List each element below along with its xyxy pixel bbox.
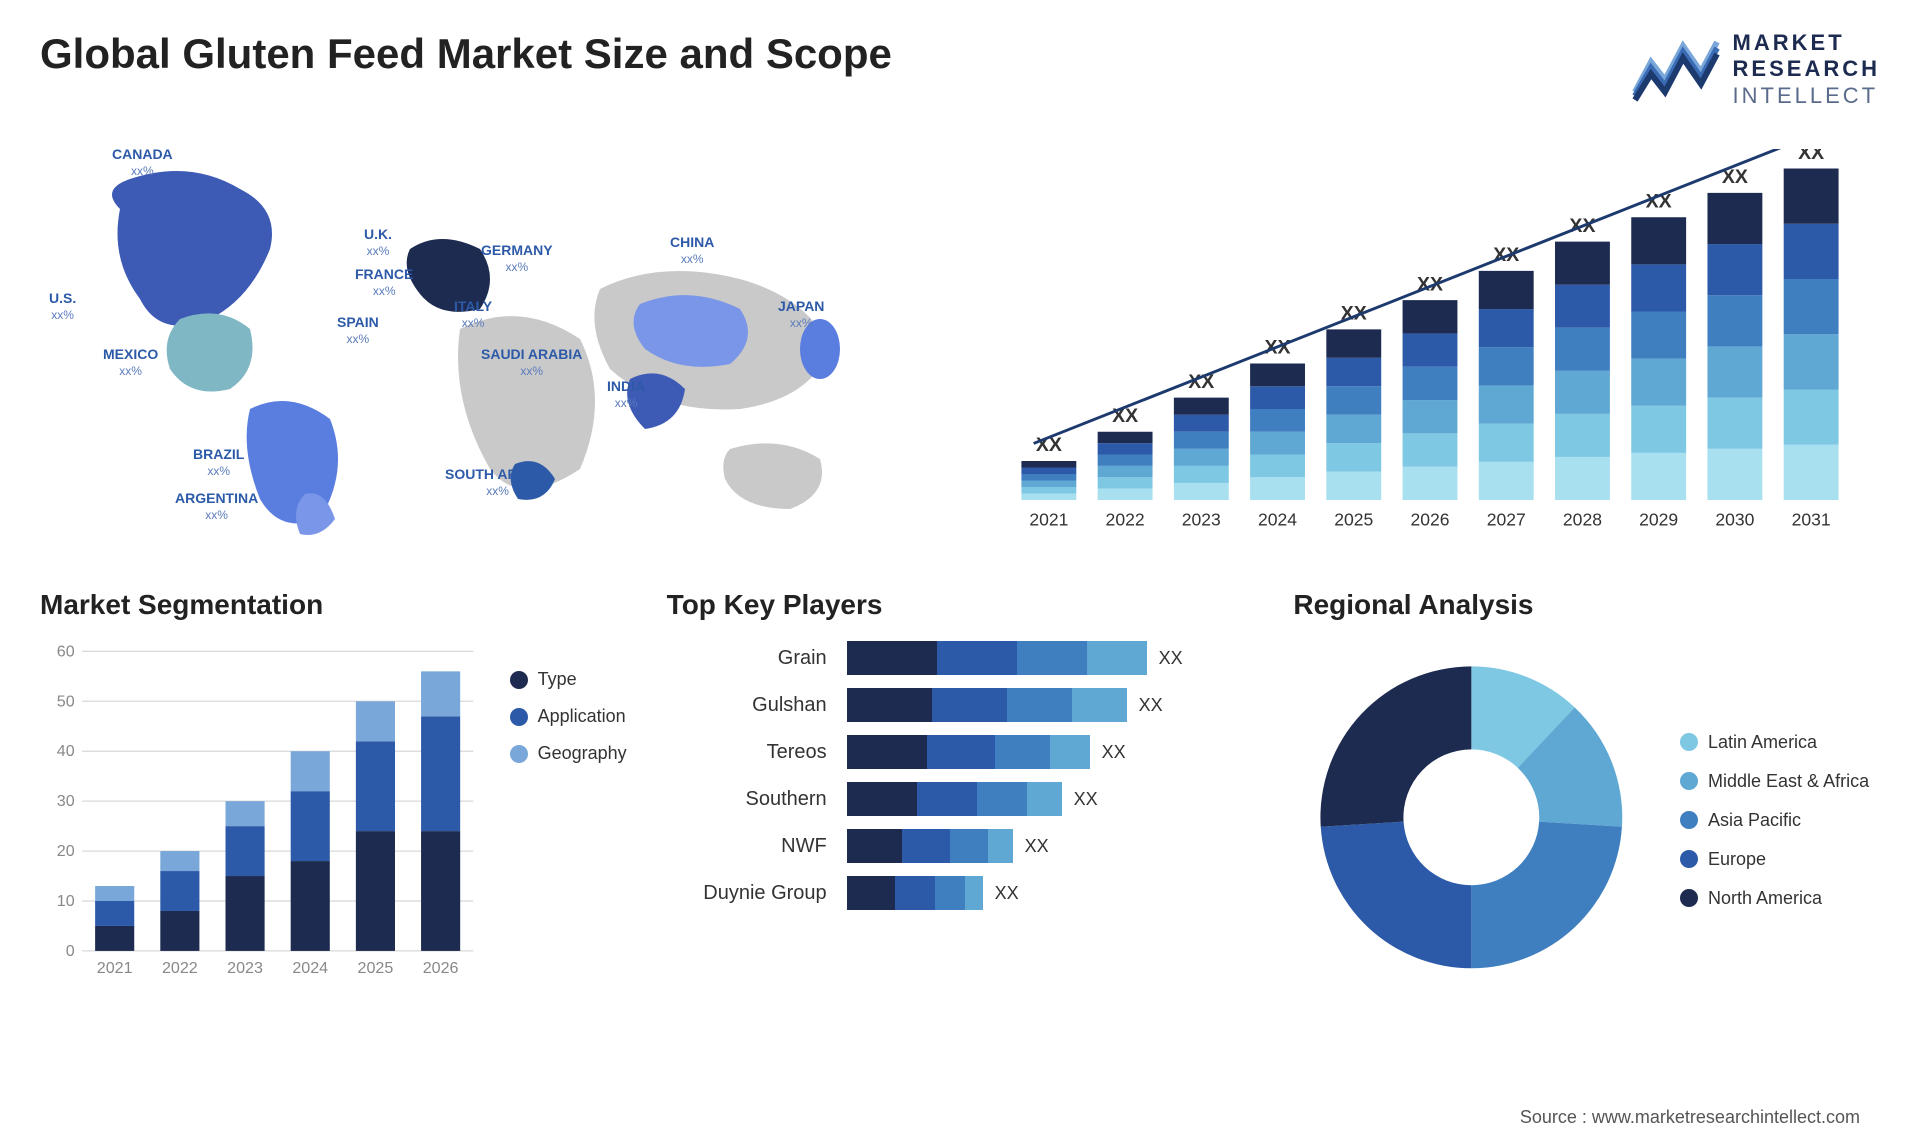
map-label: ARGENTINAxx% xyxy=(175,491,258,522)
logo: MARKET RESEARCH INTELLECT xyxy=(1631,30,1880,109)
svg-text:XX: XX xyxy=(1798,149,1824,164)
map-label: INDIAxx% xyxy=(607,379,645,410)
logo-line-3: INTELLECT xyxy=(1733,83,1880,109)
map-label: CHINAxx% xyxy=(670,235,714,266)
logo-line-1: MARKET xyxy=(1733,30,1880,56)
source-line: Source : www.marketresearchintellect.com xyxy=(1520,1107,1860,1128)
legend-item: North America xyxy=(1680,888,1880,909)
legend-item: Geography xyxy=(510,743,627,764)
player-label: NWF xyxy=(667,829,827,863)
map-label: U.K.xx% xyxy=(364,227,392,258)
svg-text:2031: 2031 xyxy=(1792,510,1831,530)
world-map-panel: CANADAxx% U.S.xx% MEXICOxx% BRAZILxx% ARGENT… xyxy=(40,139,940,539)
regional-donut-chart xyxy=(1293,639,1650,996)
svg-text:2022: 2022 xyxy=(162,959,198,977)
svg-text:2027: 2027 xyxy=(1487,510,1526,530)
svg-text:2024: 2024 xyxy=(292,959,328,977)
player-label: Southern xyxy=(667,782,827,816)
map-label: JAPANxx% xyxy=(778,299,824,330)
logo-line-2: RESEARCH xyxy=(1733,56,1880,82)
segmentation-title: Market Segmentation xyxy=(40,589,627,621)
player-value: XX xyxy=(1159,648,1183,669)
legend-item: Asia Pacific xyxy=(1680,810,1880,831)
key-players-panel: Top Key Players Grain Gulshan Tereos Southe… xyxy=(667,589,1254,949)
svg-text:2021: 2021 xyxy=(1029,510,1068,530)
svg-text:20: 20 xyxy=(57,842,75,860)
growth-chart: XX2021XX2022XX2023XX2024XX2025XX2026XX20… xyxy=(980,149,1880,539)
top-row: CANADAxx% U.S.xx% MEXICOxx% BRAZILxx% ARGENT… xyxy=(40,139,1880,539)
map-label: CANADAxx% xyxy=(112,147,173,178)
svg-text:2021: 2021 xyxy=(97,959,133,977)
svg-text:2023: 2023 xyxy=(227,959,263,977)
svg-text:50: 50 xyxy=(57,692,75,710)
regional-panel: Regional Analysis Latin America Middle Ea… xyxy=(1293,589,1880,949)
map-label: FRANCExx% xyxy=(355,267,413,298)
legend-item: Latin America xyxy=(1680,732,1880,753)
bottom-row: Market Segmentation 01020304050602021202… xyxy=(40,589,1880,949)
player-value: XX xyxy=(1074,789,1098,810)
svg-text:2022: 2022 xyxy=(1106,510,1145,530)
svg-text:30: 30 xyxy=(57,792,75,810)
segmentation-legend: Type Application Geography xyxy=(510,639,627,764)
svg-text:2024: 2024 xyxy=(1258,510,1297,530)
regional-legend: Latin America Middle East & Africa Asia Pa… xyxy=(1680,732,1880,909)
key-players-bars: XX XX XX XX XX XX xyxy=(847,639,1254,910)
map-label: U.S.xx% xyxy=(49,291,76,322)
player-label: Duynie Group xyxy=(667,876,827,910)
svg-text:10: 10 xyxy=(57,892,75,910)
svg-text:2025: 2025 xyxy=(1334,510,1373,530)
map-label: ITALYxx% xyxy=(454,299,492,330)
map-label: GERMANYxx% xyxy=(481,243,553,274)
legend-item: Application xyxy=(510,706,627,727)
svg-text:0: 0 xyxy=(66,942,75,960)
svg-text:60: 60 xyxy=(57,643,75,661)
legend-item: Middle East & Africa xyxy=(1680,771,1880,792)
player-value: XX xyxy=(995,883,1019,904)
player-label: Grain xyxy=(667,641,827,675)
player-label: Gulshan xyxy=(667,688,827,722)
player-bar-row: XX xyxy=(847,735,1254,769)
player-label: Tereos xyxy=(667,735,827,769)
segmentation-panel: Market Segmentation 01020304050602021202… xyxy=(40,589,627,949)
map-label: MEXICOxx% xyxy=(103,347,158,378)
regional-title: Regional Analysis xyxy=(1293,589,1880,621)
player-value: XX xyxy=(1102,742,1126,763)
player-value: XX xyxy=(1025,836,1049,857)
page-title: Global Gluten Feed Market Size and Scope xyxy=(40,30,892,78)
player-value: XX xyxy=(1139,695,1163,716)
map-label: SOUTH AFRICAxx% xyxy=(445,467,550,498)
legend-item: Europe xyxy=(1680,849,1880,870)
svg-text:2025: 2025 xyxy=(358,959,394,977)
legend-item: Type xyxy=(510,669,627,690)
svg-text:2030: 2030 xyxy=(1715,510,1754,530)
svg-text:2026: 2026 xyxy=(423,959,459,977)
key-players-labels: Grain Gulshan Tereos Southern NWF Duynie Grou… xyxy=(667,639,827,910)
header: Global Gluten Feed Market Size and Scope… xyxy=(40,30,1880,109)
svg-text:2029: 2029 xyxy=(1639,510,1678,530)
player-bar-row: XX xyxy=(847,876,1254,910)
logo-bars-icon xyxy=(1631,32,1721,107)
player-bar-row: XX xyxy=(847,641,1254,675)
player-bar-row: XX xyxy=(847,688,1254,722)
player-bar-row: XX xyxy=(847,782,1254,816)
key-players-title: Top Key Players xyxy=(667,589,1254,621)
map-label: SPAINxx% xyxy=(337,315,379,346)
growth-chart-panel: XX2021XX2022XX2023XX2024XX2025XX2026XX20… xyxy=(980,139,1880,539)
svg-text:2023: 2023 xyxy=(1182,510,1221,530)
svg-text:2026: 2026 xyxy=(1410,510,1449,530)
svg-text:40: 40 xyxy=(57,742,75,760)
segmentation-chart: 0 10 20 30 40 50 60 2021 2022 2023 2024 2025 2026 xyxy=(40,639,486,986)
map-label: SAUDI ARABIAxx% xyxy=(481,347,582,378)
player-bar-row: XX xyxy=(847,829,1254,863)
map-label: BRAZILxx% xyxy=(193,447,244,478)
svg-text:2028: 2028 xyxy=(1563,510,1602,530)
logo-text: MARKET RESEARCH INTELLECT xyxy=(1733,30,1880,109)
